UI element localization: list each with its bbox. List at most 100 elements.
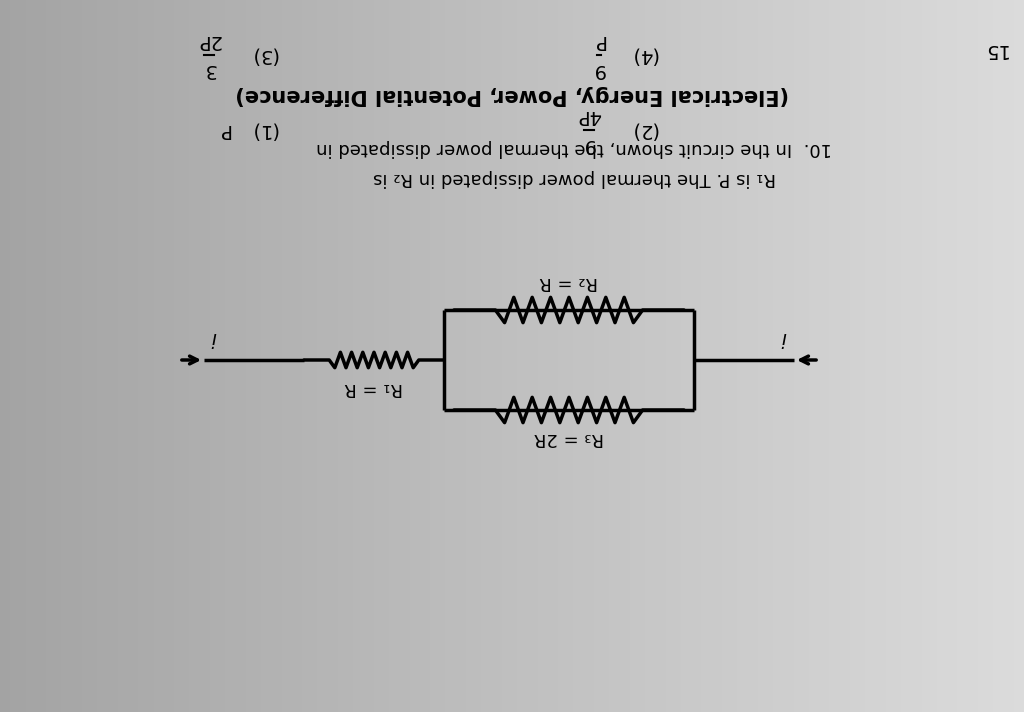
Bar	[486, 0, 493, 712]
Bar	[333, 0, 339, 712]
Bar	[952, 0, 958, 712]
Bar	[727, 0, 733, 712]
Bar	[440, 0, 446, 712]
Bar	[625, 0, 631, 712]
Bar	[312, 0, 318, 712]
Bar	[599, 0, 605, 712]
Bar	[410, 0, 416, 712]
Bar	[881, 0, 887, 712]
Bar	[389, 0, 395, 712]
Bar	[835, 0, 841, 712]
Bar	[476, 0, 482, 712]
Bar	[328, 0, 334, 712]
Text: (2): (2)	[630, 120, 657, 140]
Bar	[876, 0, 882, 712]
Bar	[978, 0, 984, 712]
Bar	[742, 0, 749, 712]
Bar	[164, 0, 170, 712]
Bar	[865, 0, 871, 712]
Bar	[620, 0, 626, 712]
Bar	[804, 0, 810, 712]
Bar	[507, 0, 513, 712]
Bar	[108, 0, 114, 712]
Text: R₁ is P. The thermal power dissipated in R₂ is: R₁ is P. The thermal power dissipated in…	[373, 169, 775, 187]
Bar	[56, 0, 62, 712]
Bar	[891, 0, 897, 712]
Text: (3): (3)	[250, 46, 278, 65]
Bar	[0, 0, 6, 712]
Bar	[46, 0, 52, 712]
Text: (Electrical Energy, Power, Potential Difference): (Electrical Energy, Power, Potential Dif…	[236, 85, 788, 105]
Bar	[517, 0, 523, 712]
Bar	[538, 0, 544, 712]
Bar	[768, 0, 774, 712]
Text: (1): (1)	[250, 120, 278, 140]
Text: 2P: 2P	[197, 31, 221, 50]
Bar	[691, 0, 697, 712]
Bar	[20, 0, 27, 712]
Bar	[317, 0, 324, 712]
Bar	[860, 0, 866, 712]
Bar	[210, 0, 216, 712]
Bar	[82, 0, 88, 712]
Bar	[824, 0, 830, 712]
Text: i: i	[781, 328, 786, 347]
Bar	[435, 0, 441, 712]
Bar	[358, 0, 365, 712]
Bar	[927, 0, 933, 712]
Bar	[379, 0, 385, 712]
Bar	[794, 0, 800, 712]
Bar	[302, 0, 308, 712]
Bar	[666, 0, 672, 712]
Bar	[589, 0, 595, 712]
Bar	[307, 0, 313, 712]
Bar	[1009, 0, 1015, 712]
Bar	[957, 0, 964, 712]
Bar	[1014, 0, 1020, 712]
Bar	[87, 0, 93, 712]
Bar	[527, 0, 534, 712]
Bar	[963, 0, 969, 712]
Bar	[430, 0, 436, 712]
Bar	[906, 0, 912, 712]
Bar	[246, 0, 252, 712]
Bar	[778, 0, 784, 712]
Bar	[72, 0, 78, 712]
Bar	[609, 0, 615, 712]
Text: 15: 15	[982, 41, 1007, 60]
Bar	[195, 0, 201, 712]
Bar	[205, 0, 211, 712]
Text: P: P	[218, 120, 229, 140]
Bar	[138, 0, 144, 712]
Bar	[261, 0, 267, 712]
Bar	[1004, 0, 1010, 712]
Text: 3: 3	[203, 61, 215, 80]
Bar	[338, 0, 344, 712]
Bar	[993, 0, 999, 712]
Bar	[911, 0, 918, 712]
Bar	[133, 0, 139, 712]
Bar	[374, 0, 380, 712]
Bar	[292, 0, 298, 712]
Bar	[420, 0, 426, 712]
Bar	[1019, 0, 1024, 712]
Bar	[604, 0, 610, 712]
Bar	[123, 0, 129, 712]
Bar	[41, 0, 47, 712]
Bar	[97, 0, 103, 712]
Bar	[128, 0, 134, 712]
Text: R₁ = R: R₁ = R	[345, 379, 403, 397]
Bar	[404, 0, 411, 712]
Bar	[15, 0, 22, 712]
Bar	[655, 0, 662, 712]
Bar	[353, 0, 359, 712]
Text: (4): (4)	[630, 46, 657, 65]
Bar	[51, 0, 57, 712]
Bar	[707, 0, 713, 712]
Bar	[748, 0, 754, 712]
Text: R₃ = 2R: R₃ = 2R	[534, 429, 604, 447]
Bar	[451, 0, 457, 712]
Bar	[635, 0, 641, 712]
Bar	[901, 0, 907, 712]
Bar	[845, 0, 851, 712]
